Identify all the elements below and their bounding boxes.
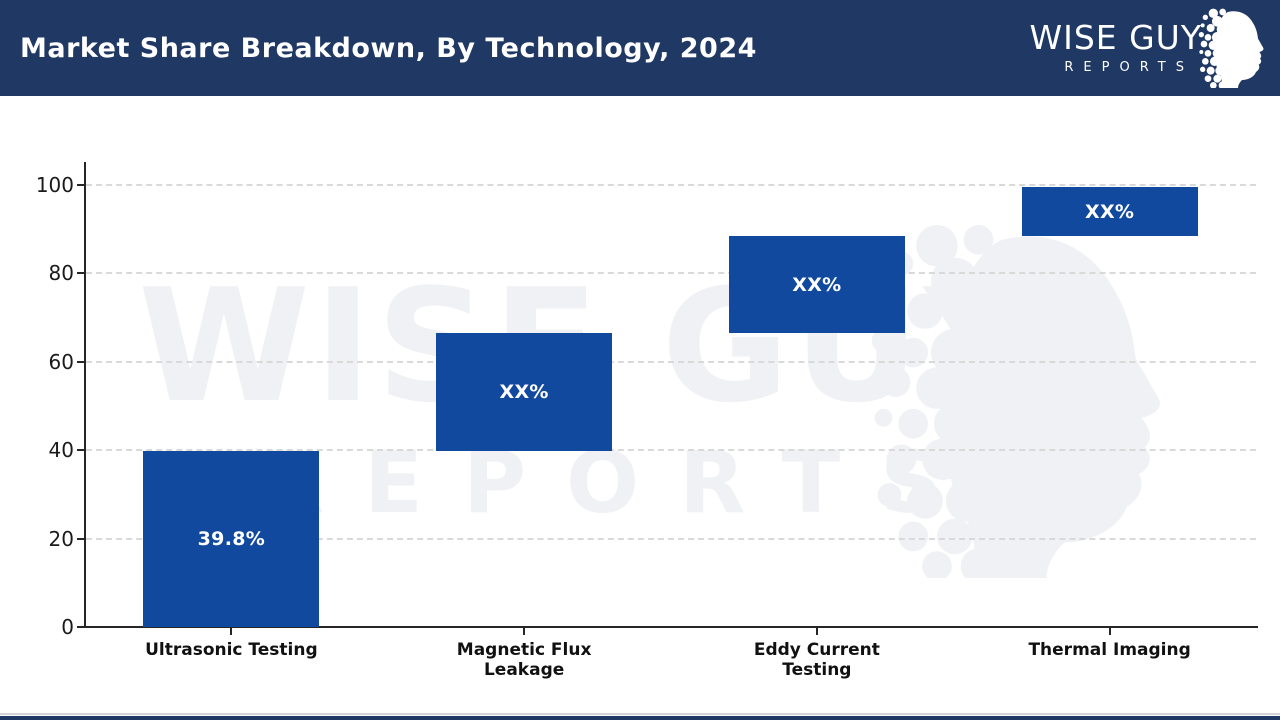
x-tick-label: Thermal Imaging: [960, 640, 1260, 660]
x-tick-label: Ultrasonic Testing: [81, 640, 381, 660]
y-tick-mark: [77, 626, 85, 628]
bar-value-label: XX%: [499, 381, 549, 404]
x-tick-label-line: Leakage: [483, 660, 565, 680]
gridline-80: [86, 272, 1256, 275]
x-tick-label-line: Testing: [782, 660, 852, 680]
x-tick-label-line: Ultrasonic Testing: [145, 640, 318, 660]
x-tick-label-line: Magnetic Flux: [456, 640, 592, 660]
bar-eddy-current-testing: XX%: [728, 236, 905, 334]
bar-value-label: XX%: [792, 273, 842, 296]
brand-subtitle: REPORTS: [1064, 60, 1194, 75]
y-tick-label: 0: [61, 615, 74, 639]
y-tick-label: 100: [35, 173, 74, 197]
x-tick-mark: [230, 628, 233, 635]
gridline-40: [86, 449, 1256, 452]
bar-value-label: 39.8%: [197, 528, 266, 551]
gridline-100: [86, 184, 1256, 186]
x-axis-line: [84, 626, 1258, 628]
x-tick-label: Eddy Current Testing: [667, 640, 967, 680]
y-tick-mark: [77, 184, 85, 186]
header-bar: Market Share Breakdown, By Technology, 2…: [0, 0, 1280, 96]
bar-magnetic-flux-leakage: XX%: [436, 333, 613, 452]
y-tick-label: 40: [48, 438, 74, 463]
bar-value-label: XX%: [1085, 200, 1135, 223]
x-tick-mark: [523, 628, 526, 635]
footer-bar: [0, 716, 1280, 720]
y-tick-mark: [77, 537, 85, 540]
y-axis-line: [84, 162, 86, 628]
watermark-reports-text: REPORTS: [258, 433, 983, 533]
page-title: Market Share Breakdown, By Technology, 2…: [20, 32, 757, 64]
footer-divider: [0, 713, 1280, 715]
y-tick-label: 20: [48, 526, 74, 551]
bar-thermal-imaging: XX%: [1021, 186, 1198, 237]
y-tick-mark: [77, 449, 85, 452]
brand-logo: WISE GUY REPORTS: [1004, 6, 1266, 92]
y-tick-label: 80: [48, 261, 74, 286]
y-tick-label: 60: [48, 349, 74, 374]
x-tick-label: Magnetic Flux Leakage: [374, 640, 674, 680]
x-tick-mark: [815, 628, 818, 635]
brand-name: WISE GUY: [1029, 18, 1202, 57]
gridline-60: [86, 360, 1256, 363]
x-tick-label-line: Thermal Imaging: [1028, 640, 1191, 660]
x-tick-mark: [1108, 628, 1111, 635]
x-tick-label-line: Eddy Current: [753, 640, 880, 660]
bar-ultrasonic-testing: 39.8%: [143, 451, 320, 627]
gridline-20: [86, 537, 1256, 540]
y-tick-mark: [77, 360, 85, 363]
y-tick-mark: [77, 272, 85, 275]
